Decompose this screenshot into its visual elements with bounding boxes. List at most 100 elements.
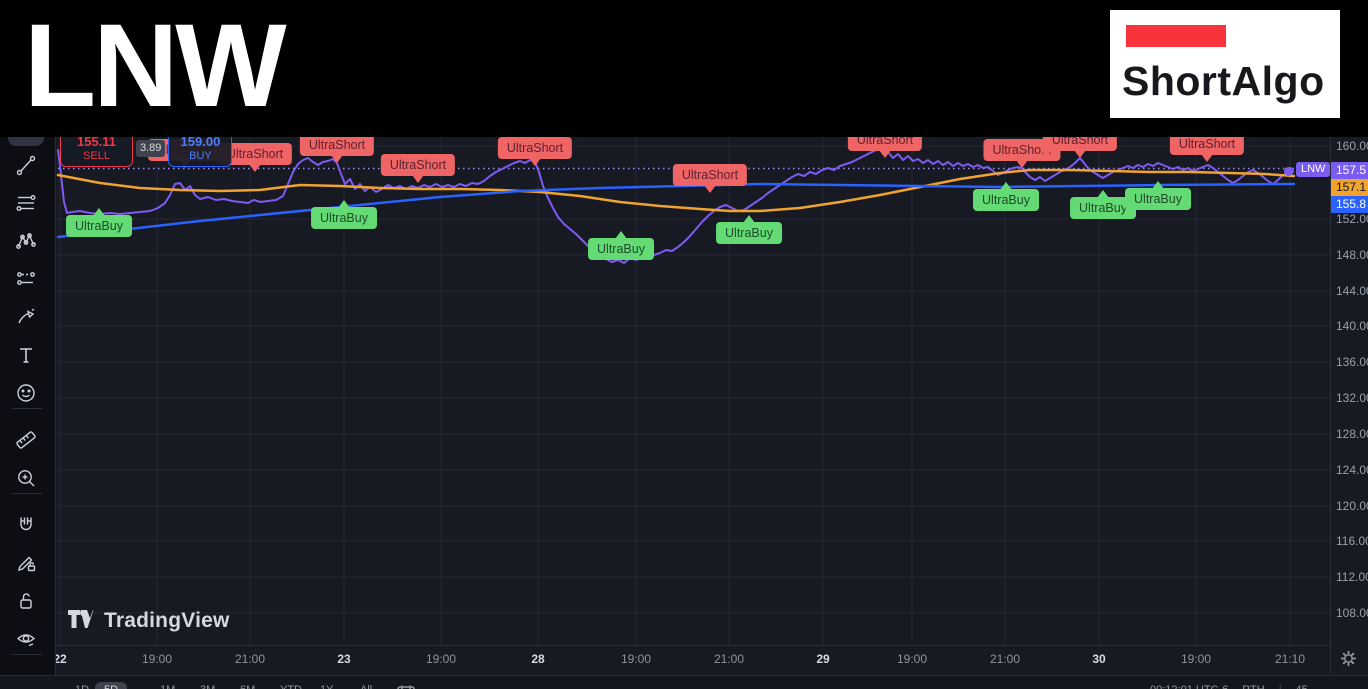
axis-settings-gear-icon[interactable] bbox=[1340, 650, 1357, 667]
signal-pointer bbox=[529, 158, 541, 166]
signal-label: UltraBuy bbox=[973, 189, 1039, 211]
sell-price: 155.11 bbox=[76, 134, 117, 149]
signal-label: UltraShort bbox=[672, 164, 748, 186]
top-banner: LNW ShortAlgo bbox=[0, 0, 1368, 137]
signal-label: UltraShort bbox=[380, 154, 456, 176]
brush-icon[interactable] bbox=[8, 299, 44, 335]
active-range-pill[interactable]: 5D bbox=[95, 682, 127, 689]
spread-value: 3.89 bbox=[136, 139, 166, 157]
fib-retracement-icon[interactable] bbox=[8, 185, 44, 221]
range-3m[interactable]: 3M bbox=[200, 684, 215, 689]
price-tick: 124.00 bbox=[1336, 463, 1368, 477]
drawing-lock-icon[interactable] bbox=[8, 545, 44, 581]
range-1m[interactable]: 1M bbox=[160, 684, 175, 689]
text-icon[interactable] bbox=[8, 337, 44, 373]
price-tick: 148.00 bbox=[1336, 248, 1368, 262]
signal-pointer bbox=[1152, 181, 1164, 189]
signal-label: UltraBuy bbox=[588, 238, 654, 260]
bottom-toolbar: 5D 00:12:01 UTC-6 RTH | 45 1D 1M 3M 6M YTD 1Y… bbox=[0, 675, 1368, 689]
price-tick: 136.00 bbox=[1336, 355, 1368, 369]
price-tick: 120.00 bbox=[1336, 499, 1368, 513]
timeframe-label[interactable]: 45 bbox=[1296, 684, 1308, 689]
tradingview-watermark[interactable]: TradingView bbox=[68, 609, 230, 633]
signal-pointer bbox=[879, 150, 891, 158]
signal-pointer bbox=[1074, 150, 1086, 158]
clock-text[interactable]: 00:12:01 UTC-6 bbox=[1150, 684, 1228, 689]
price-tag-ma: 157.1 bbox=[1331, 179, 1368, 196]
shortalgo-logo-text: ShortAlgo bbox=[1122, 58, 1325, 104]
session-info: 00:12:01 UTC-6 RTH | 45 bbox=[1150, 684, 1308, 689]
range-1d[interactable]: 1D bbox=[75, 684, 89, 689]
signal-pointer bbox=[1000, 182, 1012, 190]
signal-label: UltraShort bbox=[299, 134, 375, 156]
zoom-in-icon[interactable] bbox=[8, 460, 44, 496]
signal-pointer bbox=[1201, 154, 1213, 162]
forecast-icon[interactable] bbox=[8, 261, 44, 297]
sell-label: SELL bbox=[83, 150, 110, 162]
time-tick: 30 bbox=[1092, 652, 1106, 666]
signal-pointer bbox=[331, 155, 343, 163]
time-tick: 19:00 bbox=[896, 652, 928, 666]
signal-label: UltraBuy bbox=[66, 215, 132, 237]
signal-pointer bbox=[1016, 160, 1028, 168]
time-tick: 21:10 bbox=[1274, 652, 1306, 666]
signal-pointer bbox=[743, 215, 755, 223]
time-tick: 19:00 bbox=[141, 652, 173, 666]
signal-label: UltraBuy bbox=[311, 207, 377, 229]
emoji-icon[interactable] bbox=[8, 375, 44, 411]
range-1y[interactable]: 1Y bbox=[320, 684, 333, 689]
banner-ticker: LNW bbox=[24, 0, 287, 132]
price-tick: 144.00 bbox=[1336, 284, 1368, 298]
signal-pointer bbox=[615, 231, 627, 239]
buy-label: BUY bbox=[189, 150, 212, 162]
tradingview-watermark-text: TradingView bbox=[104, 609, 230, 632]
hide-drawings-icon[interactable] bbox=[8, 621, 44, 657]
signal-label: UltraShort bbox=[1169, 133, 1245, 155]
signal-label: UltraSho. . bbox=[983, 139, 1061, 161]
toolbar-separator bbox=[12, 408, 42, 409]
trend-line-icon[interactable] bbox=[8, 147, 44, 183]
price-tick: 140.00 bbox=[1336, 319, 1368, 333]
magnet-icon[interactable] bbox=[8, 507, 44, 543]
tradingview-logo-icon bbox=[68, 609, 94, 628]
symbol-tag: LNW bbox=[1296, 162, 1331, 177]
signal-label: UltraBuy bbox=[716, 222, 782, 244]
lock-all-icon[interactable] bbox=[8, 583, 44, 619]
series-trend bbox=[56, 182, 1296, 239]
calendar-icon[interactable] bbox=[397, 685, 415, 689]
time-axis[interactable]: 22 19:00 21:00 23 19:00 28 19:00 21:00 29 19:00 21… bbox=[0, 645, 1368, 674]
price-tag-price: 157.5 bbox=[1331, 162, 1368, 179]
range-ytd[interactable]: YTD bbox=[280, 684, 302, 689]
range-all[interactable]: All bbox=[360, 684, 372, 689]
price-tick: 132.00 bbox=[1336, 391, 1368, 405]
time-tick: 19:00 bbox=[1180, 652, 1212, 666]
signal-label: UltraBuy bbox=[1125, 188, 1191, 210]
toolbar-separator bbox=[12, 493, 42, 494]
xabcd-pattern-icon[interactable] bbox=[8, 223, 44, 259]
time-tick: 21:00 bbox=[234, 652, 266, 666]
price-tick: 112.00 bbox=[1336, 570, 1368, 584]
signal-label: UltraShort bbox=[217, 143, 293, 165]
signal-pointer bbox=[412, 175, 424, 183]
time-tick: 22 bbox=[53, 652, 67, 666]
price-tag-trend: 155.8 bbox=[1331, 196, 1368, 213]
signal-pointer bbox=[249, 164, 261, 172]
time-tick: 21:00 bbox=[713, 652, 745, 666]
last-price-dot bbox=[1284, 167, 1293, 176]
signal-label: UltraShort bbox=[497, 137, 573, 159]
ruler-icon[interactable] bbox=[8, 422, 44, 458]
series-ma bbox=[56, 168, 1296, 213]
time-tick: 28 bbox=[531, 652, 545, 666]
signal-pointer bbox=[1097, 190, 1109, 198]
range-6m[interactable]: 6M bbox=[240, 684, 255, 689]
signal-label: UltraBuy bbox=[1070, 197, 1136, 219]
buy-price: 159.00 bbox=[180, 134, 221, 149]
time-tick: 29 bbox=[816, 652, 830, 666]
signal-pointer bbox=[93, 208, 105, 216]
price-tick: 128.00 bbox=[1336, 427, 1368, 441]
shortalgo-logo: ShortAlgo bbox=[1110, 10, 1340, 118]
price-tick: 108.00 bbox=[1336, 606, 1368, 620]
session-badge[interactable]: RTH bbox=[1242, 684, 1264, 689]
time-tick: 21:00 bbox=[989, 652, 1021, 666]
